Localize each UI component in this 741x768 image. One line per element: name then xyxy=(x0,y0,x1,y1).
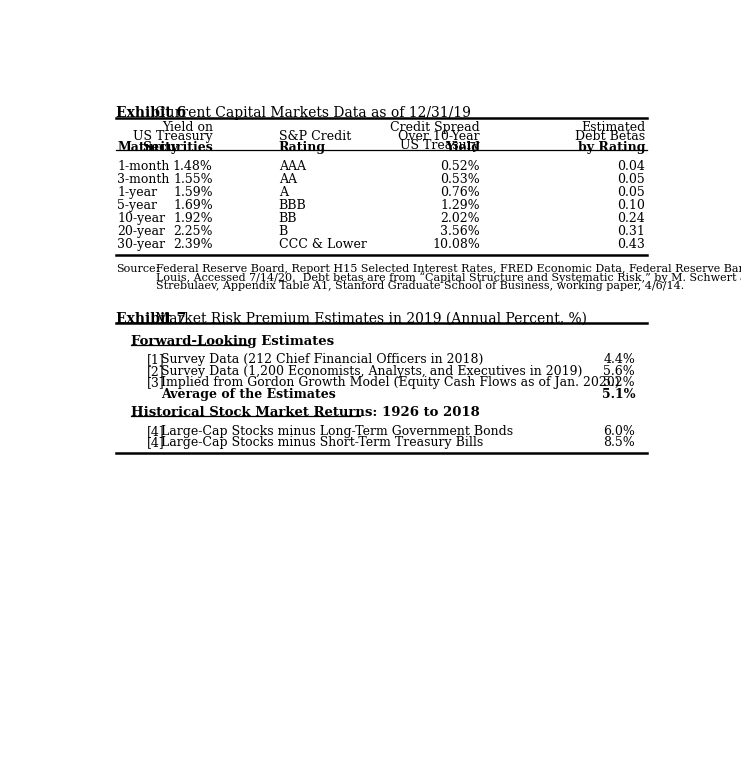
Text: Implied from Gordon Growth Model (Equity Cash Flows as of Jan. 2020): Implied from Gordon Growth Model (Equity… xyxy=(161,376,619,389)
Text: B: B xyxy=(279,225,288,238)
Text: BB: BB xyxy=(279,212,297,225)
Text: Over 10-Year: Over 10-Year xyxy=(399,131,480,144)
Text: Maturity: Maturity xyxy=(117,141,179,154)
Text: BBB: BBB xyxy=(279,199,306,212)
Text: 1.55%: 1.55% xyxy=(173,173,213,186)
Text: US Treasury: US Treasury xyxy=(133,131,213,144)
Text: Forward-Looking Estimates: Forward-Looking Estimates xyxy=(131,335,334,348)
Text: Credit Spread: Credit Spread xyxy=(391,121,480,134)
Text: Securities: Securities xyxy=(142,141,213,154)
Text: [4]: [4] xyxy=(147,425,165,438)
Text: [3]: [3] xyxy=(147,376,165,389)
Text: Survey Data (212 Chief Financial Officers in 2018): Survey Data (212 Chief Financial Officer… xyxy=(161,353,483,366)
Text: AA: AA xyxy=(279,173,296,186)
Text: 10.08%: 10.08% xyxy=(432,238,480,251)
Text: 1-month: 1-month xyxy=(117,160,170,173)
Text: [2]: [2] xyxy=(147,365,165,378)
Text: US Treasury: US Treasury xyxy=(400,139,480,152)
Text: 0.05: 0.05 xyxy=(617,173,645,186)
Text: Market Risk Premium Estimates in 2019 (Annual Percent, %): Market Risk Premium Estimates in 2019 (A… xyxy=(155,312,587,326)
Text: 5-year: 5-year xyxy=(117,199,157,212)
Text: 0.05: 0.05 xyxy=(617,186,645,199)
Text: Debt Betas: Debt Betas xyxy=(575,131,645,144)
Text: 0.24: 0.24 xyxy=(617,212,645,225)
Text: 0.10: 0.10 xyxy=(617,199,645,212)
Text: CCC & Lower: CCC & Lower xyxy=(279,238,367,251)
Text: 1.92%: 1.92% xyxy=(173,212,213,225)
Text: [4]: [4] xyxy=(147,436,165,449)
Text: Estimated: Estimated xyxy=(581,121,645,134)
Text: 5.1%: 5.1% xyxy=(602,388,635,401)
Text: 8.5%: 8.5% xyxy=(603,436,635,449)
Text: 1.59%: 1.59% xyxy=(173,186,213,199)
Text: 0.31: 0.31 xyxy=(617,225,645,238)
Text: 1.48%: 1.48% xyxy=(173,160,213,173)
Text: Average of the Estimates: Average of the Estimates xyxy=(161,388,336,401)
Text: Yield: Yield xyxy=(445,141,480,154)
Text: 5.6%: 5.6% xyxy=(603,365,635,378)
Text: 0.04: 0.04 xyxy=(617,160,645,173)
Text: 2.39%: 2.39% xyxy=(173,238,213,251)
Text: Large-Cap Stocks minus Long-Term Government Bonds: Large-Cap Stocks minus Long-Term Governm… xyxy=(161,425,513,438)
Text: 0.53%: 0.53% xyxy=(440,173,480,186)
Text: [1]: [1] xyxy=(147,353,165,366)
Text: by Rating: by Rating xyxy=(578,141,645,154)
Text: Exhibit 7: Exhibit 7 xyxy=(116,312,186,326)
Text: Louis, Accessed 7/14/20.  Debt betas are from “Capital Structure and Systematic : Louis, Accessed 7/14/20. Debt betas are … xyxy=(156,273,741,283)
Text: 6.0%: 6.0% xyxy=(603,425,635,438)
Text: 1.69%: 1.69% xyxy=(173,199,213,212)
Text: S&P Credit: S&P Credit xyxy=(279,131,351,144)
Text: Historical Stock Market Returns: 1926 to 2018: Historical Stock Market Returns: 1926 to… xyxy=(131,406,480,419)
Text: 3-month: 3-month xyxy=(117,173,170,186)
Text: Strebulaev, Appendix Table A1, Stanford Graduate School of Business, working pap: Strebulaev, Appendix Table A1, Stanford … xyxy=(156,281,685,291)
Text: 0.76%: 0.76% xyxy=(440,186,480,199)
Text: 0.52%: 0.52% xyxy=(440,160,480,173)
Text: Rating: Rating xyxy=(279,141,326,154)
Text: 0.43: 0.43 xyxy=(617,238,645,251)
Text: Large-Cap Stocks minus Short-Term Treasury Bills: Large-Cap Stocks minus Short-Term Treasu… xyxy=(161,436,483,449)
Text: AAA: AAA xyxy=(279,160,305,173)
Text: Yield on: Yield on xyxy=(162,121,213,134)
Text: 2.25%: 2.25% xyxy=(173,225,213,238)
Text: 30-year: 30-year xyxy=(117,238,165,251)
Text: 1.29%: 1.29% xyxy=(440,199,480,212)
Text: 1-year: 1-year xyxy=(117,186,158,199)
Text: 10-year: 10-year xyxy=(117,212,165,225)
Text: 5.2%: 5.2% xyxy=(603,376,635,389)
Text: Survey Data (1,200 Economists, Analysts, and Executives in 2019): Survey Data (1,200 Economists, Analysts,… xyxy=(161,365,582,378)
Text: 4.4%: 4.4% xyxy=(603,353,635,366)
Text: 20-year: 20-year xyxy=(117,225,165,238)
Text: Source:: Source: xyxy=(116,264,159,274)
Text: Current Capital Markets Data as of 12/31/19: Current Capital Markets Data as of 12/31… xyxy=(155,106,471,120)
Text: 3.56%: 3.56% xyxy=(440,225,480,238)
Text: Federal Reserve Board, Report H15 Selected Interest Rates, FRED Economic Data, F: Federal Reserve Board, Report H15 Select… xyxy=(156,264,741,274)
Text: Exhibit 6: Exhibit 6 xyxy=(116,106,186,120)
Text: 2.02%: 2.02% xyxy=(440,212,480,225)
Text: A: A xyxy=(279,186,288,199)
